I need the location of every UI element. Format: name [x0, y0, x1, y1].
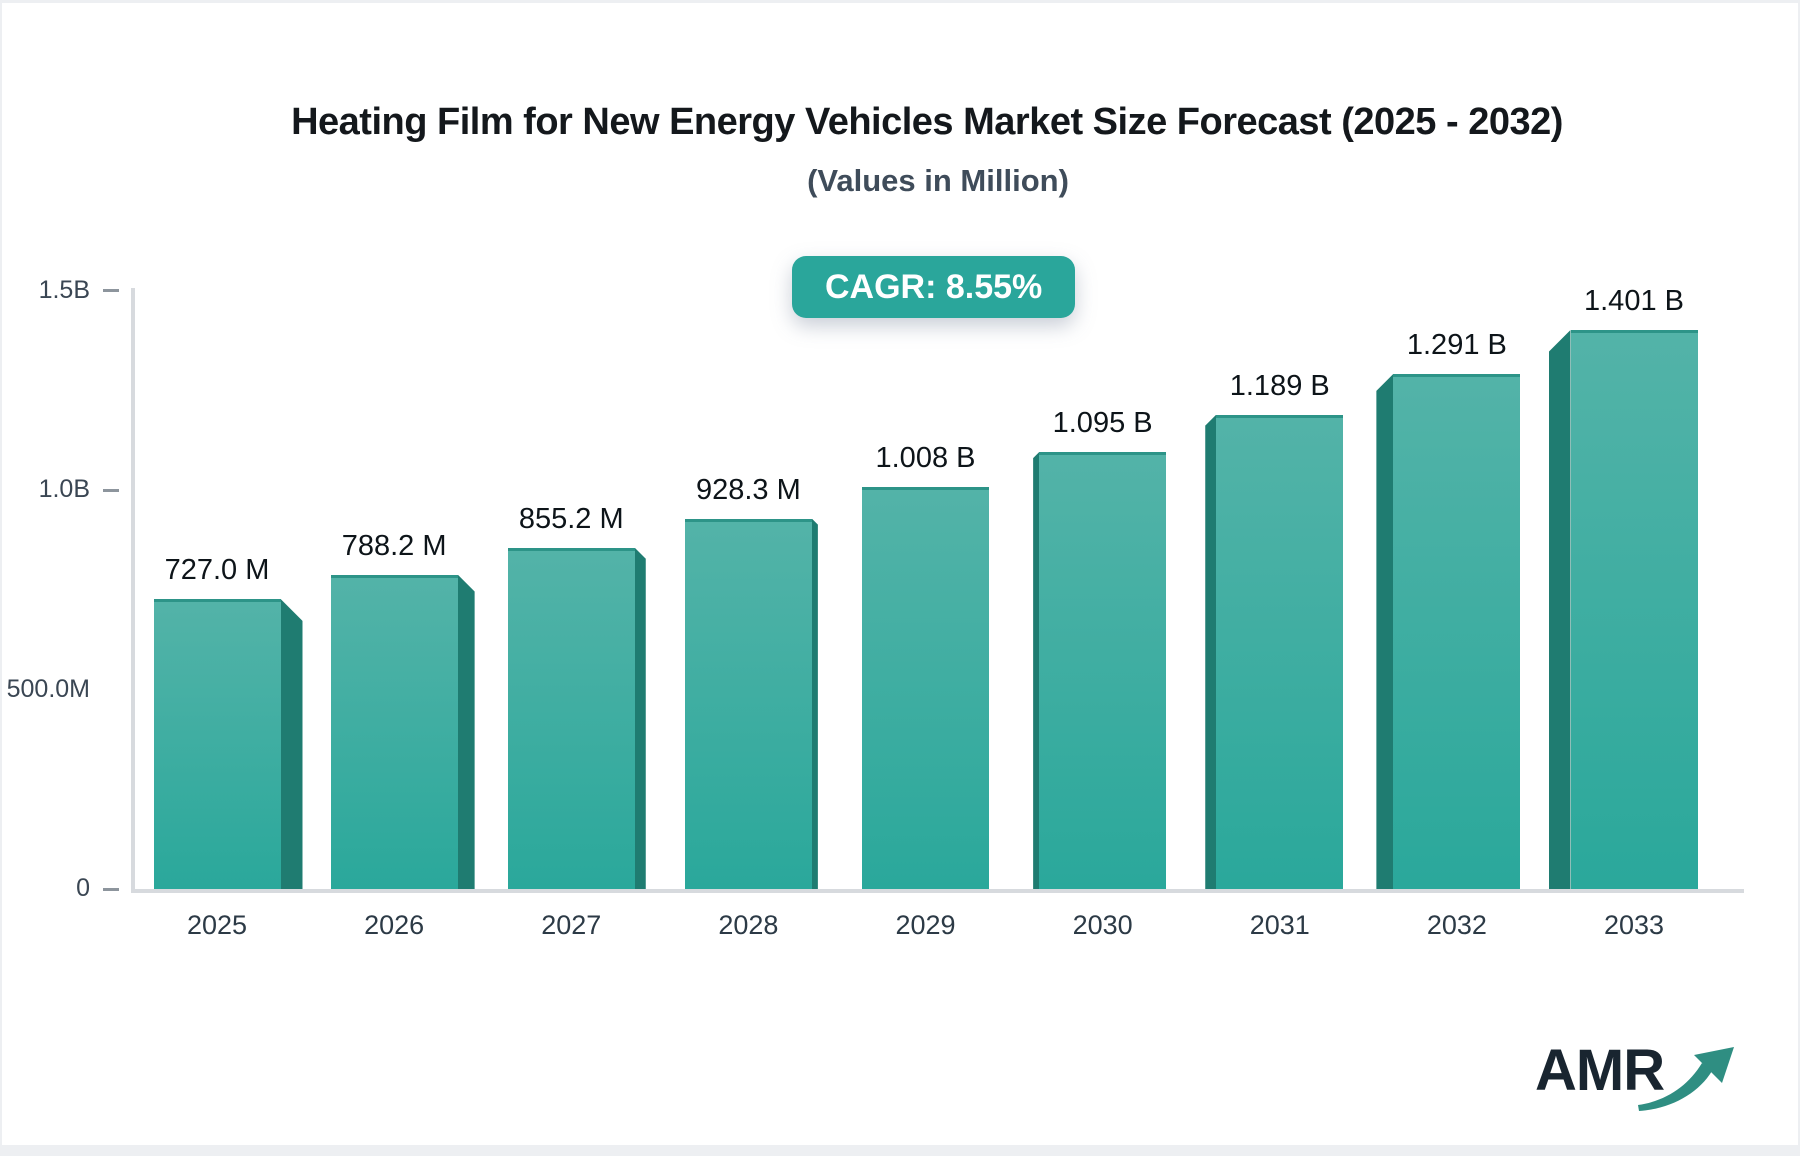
x-category-label: 2026 [364, 910, 425, 940]
x-category-label: 2028 [718, 910, 779, 940]
bar-value-label: 855.2 M [518, 502, 624, 535]
bar-value-label: 788.2 M [341, 529, 447, 562]
x-category-label: 2027 [541, 910, 602, 940]
y-tick-label: 1.5B [38, 275, 90, 304]
bar[interactable] [1039, 452, 1167, 889]
bar-side-panel [1376, 373, 1394, 889]
x-axis-line [131, 889, 1744, 893]
y-tick-dash [103, 289, 119, 292]
bar-side-panel [1205, 414, 1217, 889]
growth-arrow-icon [1638, 1047, 1734, 1111]
bar[interactable] [1393, 373, 1521, 889]
bar-value-label: 1.291 B [1406, 328, 1507, 361]
amr-logo: AMR [1535, 1037, 1735, 1117]
y-axis-line [131, 288, 135, 890]
y-tick-dash [103, 488, 119, 492]
bar[interactable] [1216, 414, 1344, 889]
x-category-label: 2032 [1426, 910, 1487, 940]
bar-side-panel [1033, 452, 1040, 889]
amr-logo-text: AMR [1535, 1038, 1665, 1103]
y-tick-dash [103, 887, 119, 891]
x-category-label: 2029 [895, 910, 956, 940]
chart-card: Heating Film for New Energy Vehicles Mar… [2, 3, 1798, 1145]
bar[interactable] [507, 547, 635, 889]
bar-value-label: 1.095 B [1052, 407, 1153, 440]
bar[interactable] [1570, 330, 1698, 889]
bar-side-panel [811, 518, 818, 889]
x-category-label: 2031 [1249, 910, 1310, 940]
bar[interactable] [684, 518, 812, 889]
bar-value-label: 928.3 M [695, 473, 801, 506]
bar[interactable] [862, 486, 989, 889]
bar[interactable] [330, 574, 458, 889]
y-tick-label: 500.0M [6, 674, 90, 703]
bar-side-panel [457, 574, 475, 889]
bar[interactable] [153, 598, 281, 889]
bar-side-panel [1548, 330, 1571, 889]
cagr-badge: CAGR: 8.55% [792, 256, 1076, 318]
y-tick-label: 1.0B [38, 475, 90, 503]
bar-value-label: 1.401 B [1584, 285, 1684, 317]
x-category-label: 2025 [186, 910, 248, 940]
bar-value-label: 727.0 M [164, 553, 270, 586]
x-category-label: 2033 [1603, 910, 1665, 940]
bar-side-panel [280, 598, 303, 889]
bar-side-panel [634, 547, 646, 889]
y-tick-label: 0 [76, 874, 90, 902]
page-title: Heating Film for New Energy Vehicles Mar… [291, 101, 1563, 143]
bar-value-label: 1.008 B [875, 441, 976, 474]
bar-value-label: 1.189 B [1229, 369, 1330, 402]
page-subtitle: (Values in Million) [807, 163, 1069, 198]
x-category-label: 2030 [1072, 910, 1133, 940]
